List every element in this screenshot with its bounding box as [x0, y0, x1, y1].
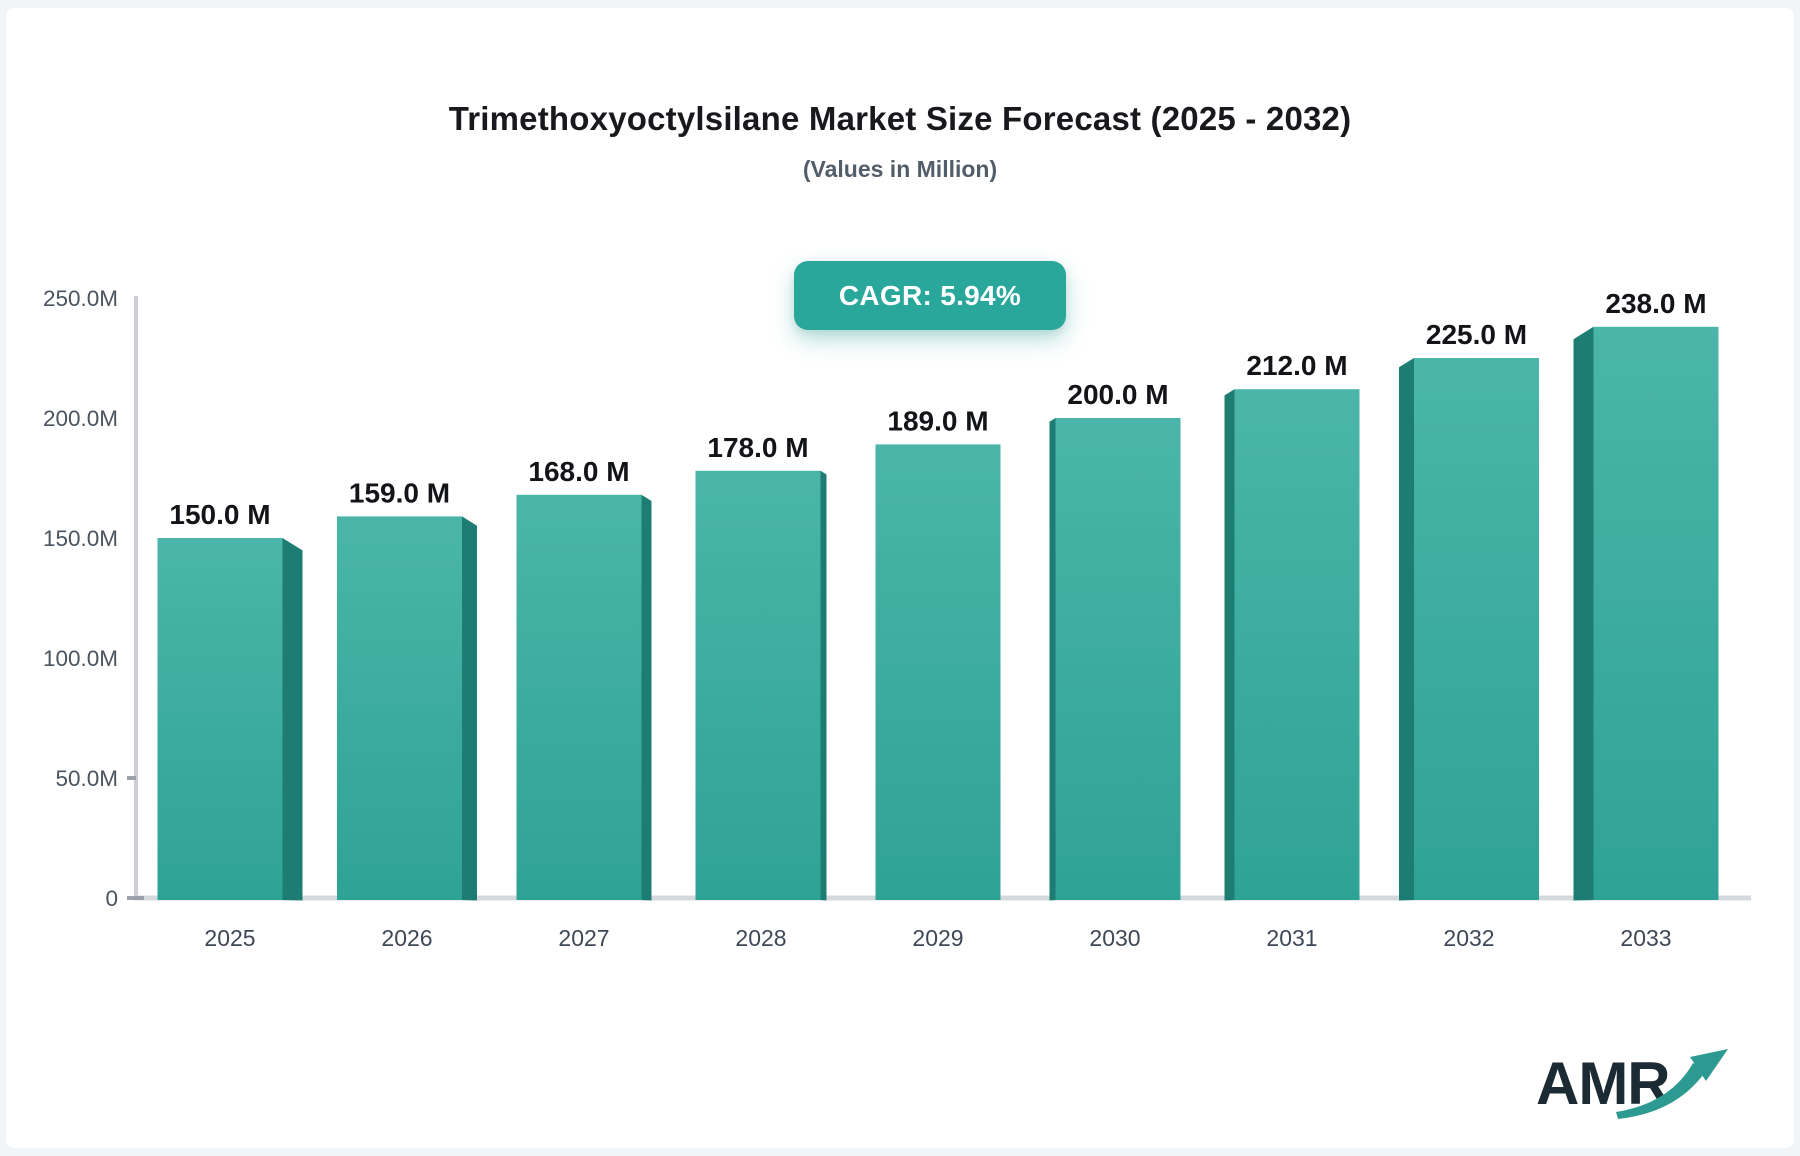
bar-face: [1234, 389, 1360, 900]
x-tick-label: 2030: [1089, 925, 1140, 951]
bar-value-label: 212.0 M: [1246, 350, 1347, 381]
y-tick-label: 200.0M: [43, 406, 118, 431]
chart-card: Trimethoxyoctylsilane Market Size Foreca…: [6, 8, 1794, 1148]
y-tick-label: 100.0M: [43, 646, 118, 671]
x-tick-label: 2031: [1266, 925, 1317, 951]
bar-2029: 189.0 M 2029: [875, 405, 1001, 951]
bar-face: [157, 538, 283, 900]
y-tick-label: 0: [105, 886, 118, 911]
bar-2026: 159.0 M 2026: [337, 477, 477, 951]
bar-2032: 225.0 M 2032: [1399, 319, 1539, 951]
cagr-badge: CAGR: 5.94%: [794, 261, 1066, 330]
bar-2027: 168.0 M 2027: [516, 456, 652, 951]
bar-face: [875, 444, 1001, 900]
bar-face: [695, 470, 821, 900]
cagr-badge-label: CAGR: 5.94%: [838, 279, 1022, 311]
x-tick-label: 2025: [204, 925, 255, 951]
bar-face: [1055, 418, 1181, 900]
bar-value-label: 200.0 M: [1067, 379, 1168, 410]
bar-2030: 200.0 M 2030: [1049, 379, 1181, 951]
bar-2028: 178.0 M 2028: [695, 432, 827, 951]
bar-side: [1573, 326, 1594, 901]
bar-face: [1414, 358, 1539, 900]
y-tick-label: 50.0M: [55, 766, 118, 791]
x-tick-label: 2028: [735, 925, 786, 951]
amr-logo-arrow-icon: [1616, 1049, 1728, 1119]
y-tick-label: 250.0M: [43, 286, 118, 311]
x-tick-label: 2033: [1620, 925, 1671, 951]
chart-subtitle: (Values in Million): [802, 156, 998, 182]
bar-value-label: 225.0 M: [1426, 319, 1527, 350]
x-tick-label: 2029: [912, 925, 963, 951]
bar-value-label: 150.0 M: [169, 499, 270, 530]
x-tick-label: 2026: [381, 925, 432, 951]
bar-side: [282, 538, 303, 901]
bar-2025: 150.0 M 2025: [157, 499, 303, 951]
bar-2033: 238.0 M 2033: [1573, 288, 1719, 951]
bar-value-label: 238.0 M: [1605, 288, 1706, 319]
bar-side: [462, 516, 477, 901]
bar-value-label: 178.0 M: [707, 432, 808, 463]
bar-side: [1049, 418, 1056, 901]
bar-2031: 212.0 M 2031: [1224, 350, 1360, 951]
bar-chart: 0 50.0M 100.0M 150.0M 200.0M 250.0M 150.0 M 202…: [43, 286, 1751, 951]
y-tick-label: 150.0M: [43, 526, 118, 551]
bar-side: [820, 470, 827, 901]
bar-side: [1399, 358, 1414, 901]
x-tick-label: 2027: [558, 925, 609, 951]
bar-side: [641, 494, 652, 901]
chart-title: Trimethoxyoctylsilane Market Size Foreca…: [448, 100, 1352, 137]
bar-face: [516, 494, 642, 900]
amr-logo: AMR: [1536, 1049, 1728, 1119]
x-tick-label: 2032: [1443, 925, 1494, 951]
bar-value-label: 159.0 M: [349, 477, 450, 508]
bar-face: [1593, 326, 1719, 900]
bar-value-label: 189.0 M: [887, 405, 988, 436]
bar-side: [1224, 389, 1235, 901]
bar-face: [337, 516, 462, 900]
bar-value-label: 168.0 M: [528, 456, 629, 487]
